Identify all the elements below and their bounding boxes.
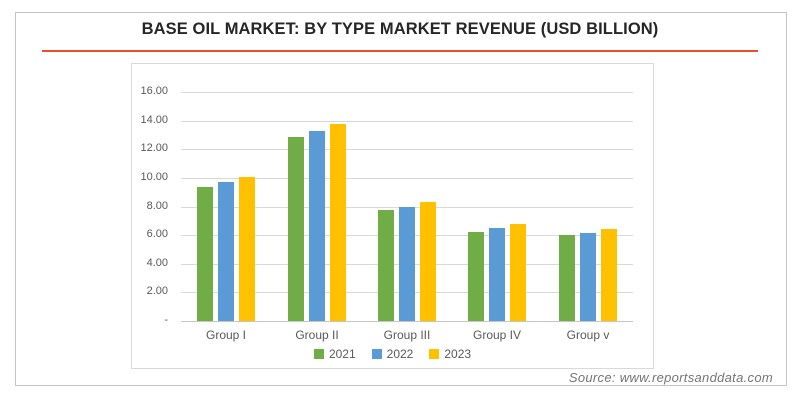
bar-2023-group-i — [239, 177, 255, 321]
page-title: BASE OIL MARKET: BY TYPE MARKET REVENUE … — [141, 19, 659, 38]
legend-swatch-icon — [371, 349, 382, 359]
y-axis-tick-label: 14.00 — [140, 114, 168, 126]
legend-label: 2022 — [386, 347, 414, 361]
x-axis-line — [181, 321, 633, 322]
gridline — [181, 178, 633, 179]
bar-2022-group-i — [218, 182, 234, 321]
gridline — [181, 92, 633, 93]
chart-frame: 2021 2022 2023 16.00 14.00 12.00 10.00 8.00 6.0… — [131, 63, 654, 369]
gridline — [181, 121, 633, 122]
bar-2022-group-iv — [489, 228, 505, 321]
gridline — [181, 149, 633, 150]
x-axis-label: Group v — [566, 328, 610, 342]
bar-2023-group-iii — [420, 202, 436, 321]
legend-swatch-icon — [429, 349, 440, 359]
y-axis-tick-label: 16.00 — [140, 85, 168, 97]
legend-label: 2021 — [328, 347, 356, 361]
legend: 2021 2022 2023 — [132, 347, 653, 361]
x-axis-label: Group II — [295, 328, 339, 342]
y-axis-tick-label: 8.00 — [146, 200, 168, 212]
source-text: Source: www.reportsanddata.com — [568, 370, 773, 385]
legend-label: 2023 — [444, 347, 472, 361]
legend-item-2021: 2021 — [313, 347, 356, 361]
y-axis-tick-label: - — [164, 314, 168, 326]
y-axis-tick-label: 4.00 — [146, 257, 168, 269]
y-axis-tick-label: 10.00 — [140, 171, 168, 183]
bar-2022-group-v — [580, 233, 596, 321]
bar-2023-group-v — [601, 229, 617, 321]
x-axis-label: Group IV — [472, 328, 522, 342]
legend-swatch-icon — [313, 349, 324, 359]
bar-2021-group-iv — [468, 232, 484, 321]
legend-item-2022: 2022 — [371, 347, 414, 361]
x-axis-label: Group I — [205, 328, 247, 342]
y-axis-tick-label: 12.00 — [140, 142, 168, 154]
bar-2023-group-iv — [510, 224, 526, 321]
bar-2021-group-v — [559, 235, 575, 321]
y-axis-tick-label: 2.00 — [146, 285, 168, 297]
bar-2021-group-ii — [288, 137, 304, 321]
bar-2021-group-iii — [378, 210, 394, 321]
title-divider — [42, 50, 758, 52]
bar-2023-group-ii — [330, 124, 346, 321]
legend-item-2023: 2023 — [429, 347, 471, 361]
y-axis-tick-label: 6.00 — [146, 228, 168, 240]
bar-2022-group-iii — [399, 207, 415, 321]
bar-2021-group-i — [197, 187, 213, 321]
x-axis-label: Group III — [383, 328, 431, 342]
bar-2022-group-ii — [309, 131, 325, 321]
